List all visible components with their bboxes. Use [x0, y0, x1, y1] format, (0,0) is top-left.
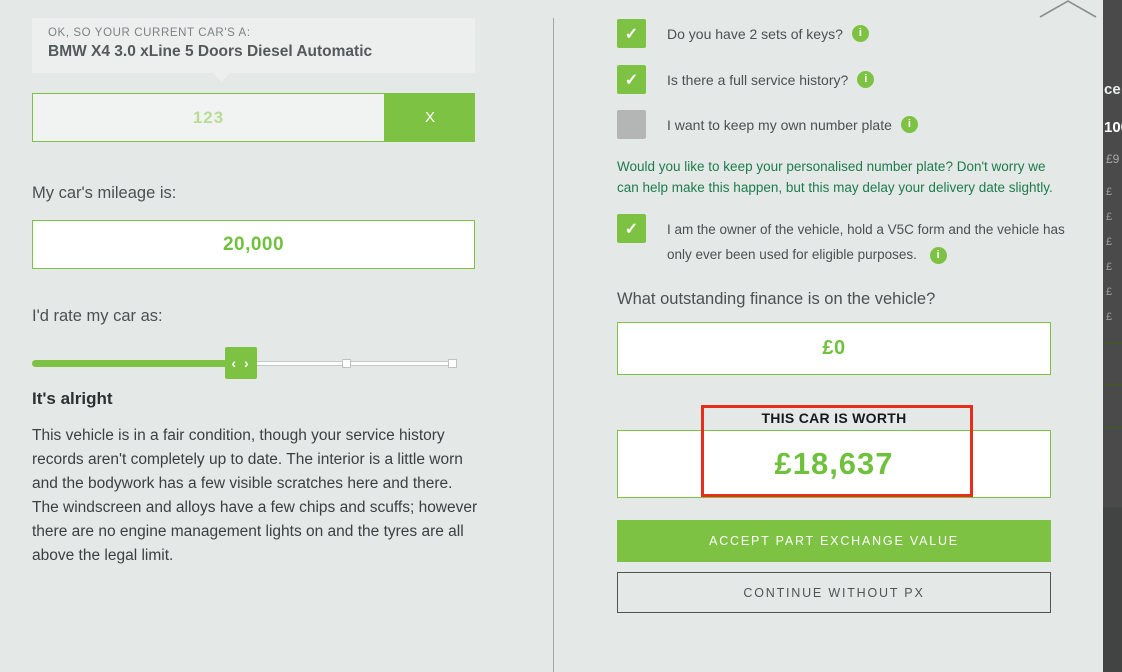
- checklist-row-number-plate: I want to keep my own number plate i: [617, 110, 918, 139]
- valuation-box: £18,637: [617, 430, 1051, 498]
- side-panel-text-fragment: £9: [1106, 152, 1120, 166]
- side-panel-bottom-section: [1103, 507, 1122, 672]
- side-panel-text-fragment: £: [1106, 186, 1113, 198]
- accept-part-exchange-button[interactable]: ACCEPT PART EXCHANGE VALUE: [617, 520, 1051, 562]
- owner-checkbox[interactable]: ✓: [617, 214, 646, 243]
- current-car-eyebrow: OK, SO YOUR CURRENT CAR'S A:: [48, 27, 251, 39]
- current-car-title: BMW X4 3.0 xLine 5 Doors Diesel Automati…: [48, 43, 373, 60]
- side-panel-text-fragment: 100: [1104, 119, 1122, 136]
- collapse-chevron-icon[interactable]: [1038, 0, 1098, 18]
- summary-side-panel[interactable]: [1103, 0, 1122, 672]
- bubble-notch: [212, 63, 231, 82]
- rating-label: I'd rate my car as:: [32, 307, 163, 325]
- registration-field: [32, 93, 385, 142]
- finance-label: What outstanding finance is on the vehic…: [617, 290, 936, 308]
- info-icon[interactable]: i: [851, 25, 869, 42]
- rating-title: It's alright: [32, 389, 113, 408]
- side-panel-text-fragment: £: [1106, 236, 1113, 248]
- rating-slider-fill: [32, 360, 241, 367]
- left-right-chevrons-icon: ‹ ›: [231, 355, 251, 371]
- mileage-input[interactable]: [33, 221, 474, 268]
- valuation-value: £18,637: [774, 446, 894, 481]
- mileage-label: My car's mileage is:: [32, 184, 177, 202]
- current-car-bubble: OK, SO YOUR CURRENT CAR'S A: BMW X4 3.0 …: [32, 18, 475, 82]
- owner-declaration-row: ✓ I am the owner of the vehicle, hold a …: [617, 214, 1067, 267]
- rating-description: This vehicle is in a fair condition, tho…: [32, 427, 478, 564]
- checklist-row-service-history: ✓ Is there a full service history? i: [617, 65, 875, 94]
- side-panel-text-fragment: £: [1106, 311, 1113, 323]
- column-divider: [553, 18, 554, 672]
- info-icon[interactable]: i: [929, 246, 947, 264]
- info-icon[interactable]: i: [900, 116, 918, 133]
- number-plate-label: I want to keep my own number plate: [667, 116, 892, 133]
- valuation-heading: THIS CAR IS WORTH: [761, 410, 907, 426]
- plate-note: Would you like to keep your personalised…: [617, 159, 1053, 195]
- side-panel-divider: [1103, 427, 1122, 428]
- service-history-checkbox[interactable]: ✓: [617, 65, 646, 94]
- side-panel-text-fragment: £: [1106, 286, 1113, 298]
- continue-without-px-button[interactable]: CONTINUE WITHOUT PX: [617, 572, 1051, 613]
- mileage-field: [32, 220, 475, 269]
- number-plate-checkbox[interactable]: [617, 110, 646, 139]
- checklist-row-keys: ✓ Do you have 2 sets of keys? i: [617, 19, 869, 48]
- info-icon[interactable]: i: [857, 71, 875, 88]
- clear-registration-button[interactable]: X: [385, 93, 475, 142]
- finance-input[interactable]: [618, 323, 1050, 374]
- service-history-label: Is there a full service history?: [667, 71, 849, 88]
- registration-input[interactable]: [33, 94, 384, 141]
- side-panel-divider: [1103, 343, 1122, 344]
- check-icon: ✓: [624, 71, 639, 89]
- side-panel-text-fragment: £: [1106, 261, 1113, 273]
- owner-label: I am the owner of the vehicle, hold a V5…: [667, 222, 1065, 264]
- rating-slider-tick[interactable]: [448, 359, 457, 368]
- keys-label: Do you have 2 sets of keys?: [667, 25, 843, 42]
- check-icon: ✓: [624, 25, 639, 43]
- x-icon: X: [424, 109, 435, 126]
- check-icon: ✓: [624, 220, 639, 238]
- rating-slider-handle[interactable]: ‹ ›: [225, 347, 257, 379]
- side-panel-divider: [1103, 384, 1122, 385]
- rating-slider-tick[interactable]: [342, 359, 351, 368]
- side-panel-text-fragment: ce: [1104, 81, 1121, 98]
- keys-checkbox[interactable]: ✓: [617, 19, 646, 48]
- finance-field: [617, 322, 1051, 375]
- side-panel-text-fragment: £: [1106, 211, 1113, 223]
